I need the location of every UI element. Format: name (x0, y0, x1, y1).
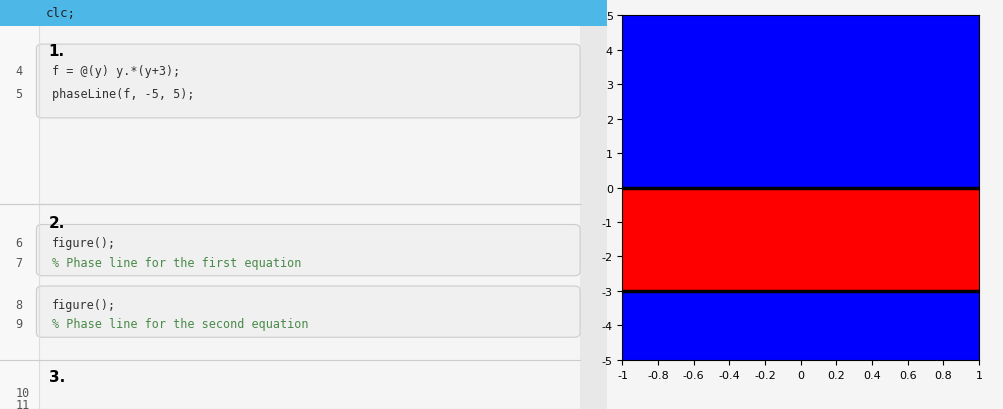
Text: f = @(y) y.*(y+3);: f = @(y) y.*(y+3); (51, 65, 180, 78)
FancyBboxPatch shape (580, 27, 607, 409)
FancyBboxPatch shape (36, 286, 580, 337)
FancyBboxPatch shape (36, 45, 580, 119)
Text: clc;: clc; (45, 7, 75, 20)
Text: 8: 8 (15, 298, 22, 311)
Text: figure();: figure(); (51, 298, 115, 311)
Text: 5: 5 (15, 88, 22, 101)
Text: % Phase line for the second equation: % Phase line for the second equation (51, 317, 308, 330)
Text: 4: 4 (15, 65, 22, 78)
Text: 2.: 2. (48, 216, 65, 230)
Text: % Phase line for the first equation: % Phase line for the first equation (51, 256, 301, 269)
Text: 7: 7 (15, 256, 22, 269)
Text: 6: 6 (15, 237, 22, 250)
FancyBboxPatch shape (0, 27, 39, 409)
Text: 3.: 3. (48, 369, 65, 384)
Text: figure();: figure(); (51, 237, 115, 250)
FancyBboxPatch shape (36, 225, 580, 276)
Text: 11: 11 (15, 398, 29, 409)
Text: 10: 10 (15, 386, 29, 399)
Text: phaseLine(f, -5, 5);: phaseLine(f, -5, 5); (51, 88, 194, 101)
Text: 1.: 1. (48, 44, 64, 58)
FancyBboxPatch shape (0, 0, 607, 27)
Text: 9: 9 (15, 317, 22, 330)
